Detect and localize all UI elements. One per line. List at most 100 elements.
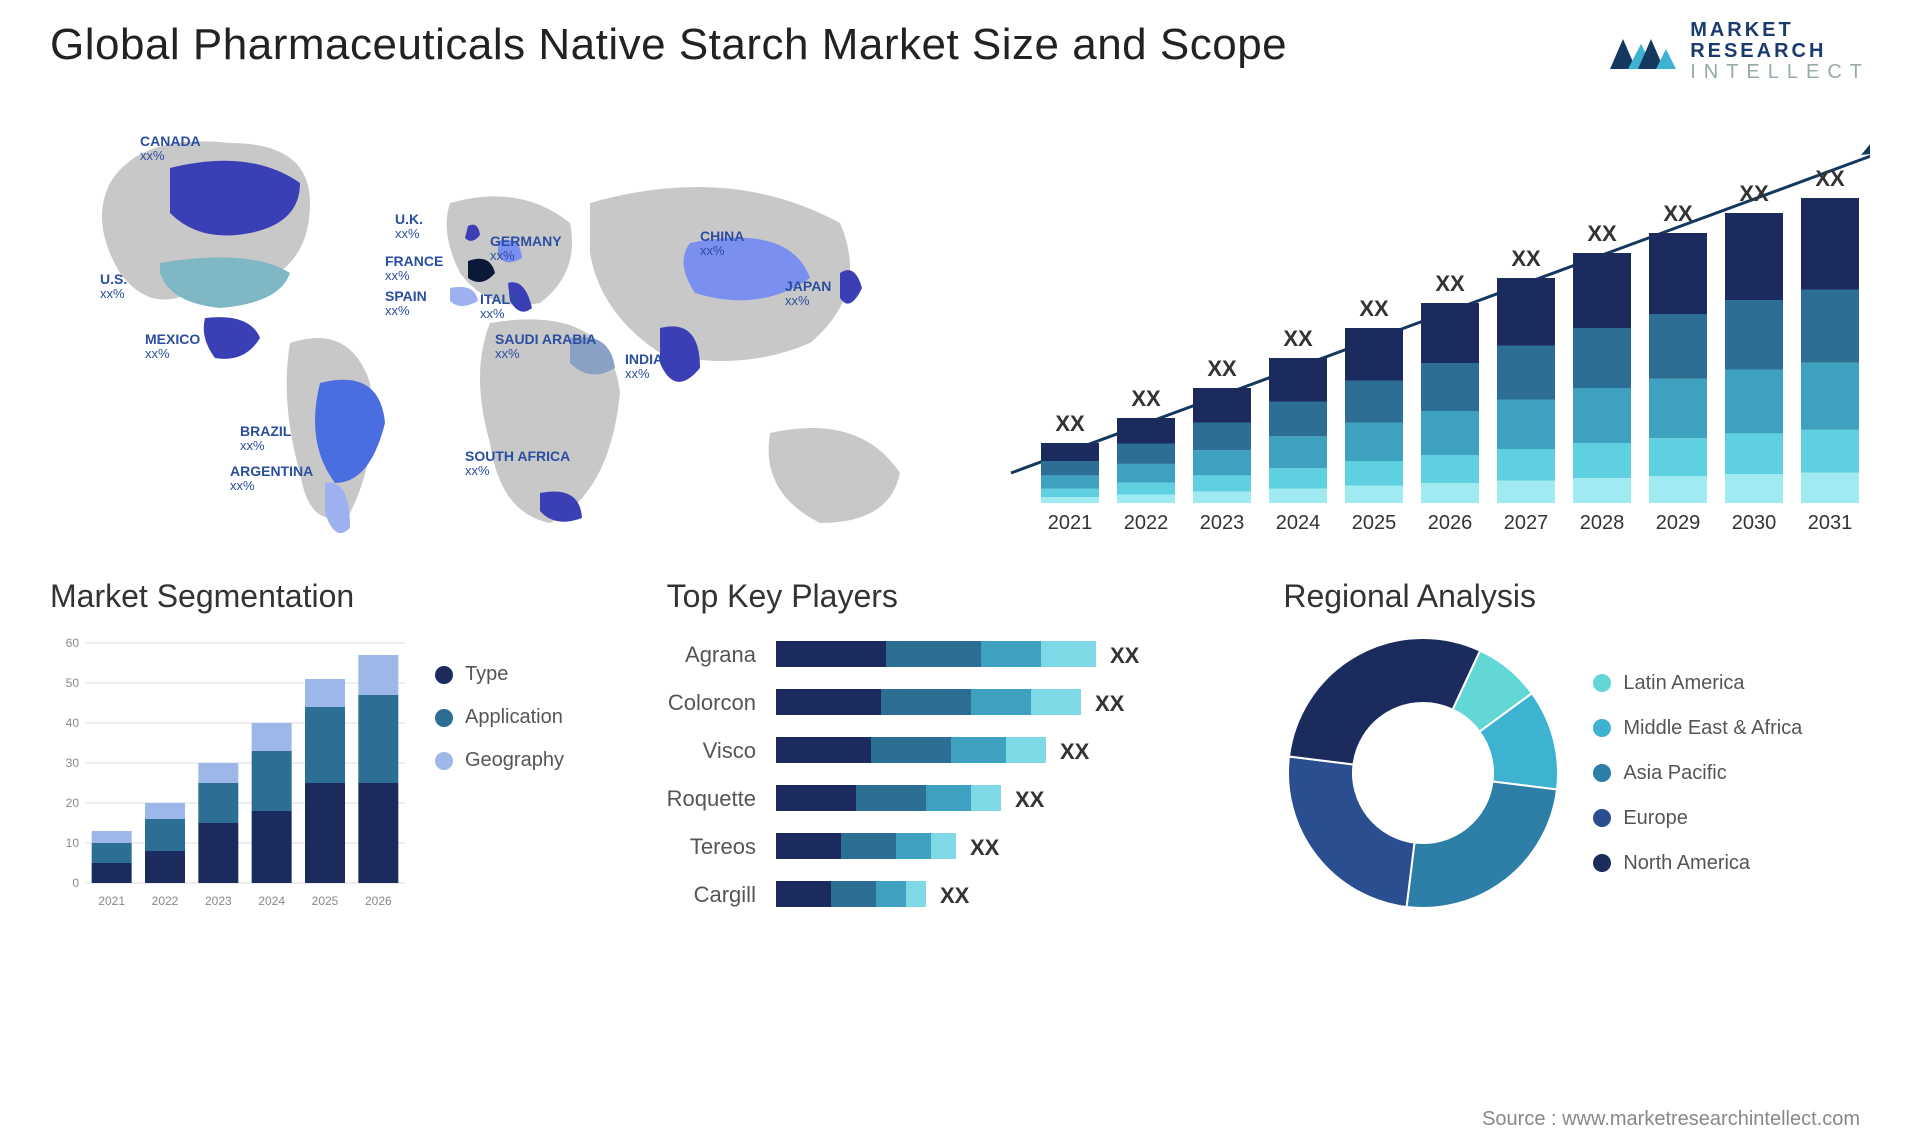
seg-bar-segment: [198, 763, 238, 783]
bar-segment: [1497, 481, 1555, 504]
bar-segment: [1497, 449, 1555, 481]
map-label: U.K.xx%: [395, 211, 423, 242]
map-label: ARGENTINAxx%: [230, 463, 313, 494]
logo-text-2: RESEARCH: [1690, 41, 1870, 62]
bar-segment: [1801, 363, 1859, 430]
legend-dot-icon: [435, 752, 453, 770]
bar-segment: [1725, 300, 1783, 370]
seg-bar-segment: [198, 823, 238, 883]
brand-logo: MARKET RESEARCH INTELLECT: [1608, 20, 1870, 83]
bar-year-label: 2025: [1352, 512, 1397, 534]
seg-bar-segment: [92, 831, 132, 843]
bar-segment: [1725, 370, 1783, 434]
player-name: Agrana: [667, 641, 756, 669]
source-text: Source : www.marketresearchintellect.com: [1482, 1108, 1860, 1131]
seg-bar-segment: [92, 843, 132, 863]
legend-label: Type: [465, 663, 508, 686]
market-size-chart: XX2021XX2022XX2023XX2024XX2025XX2026XX20…: [990, 113, 1870, 543]
bar-value-label: XX: [1739, 181, 1769, 206]
legend-item: Geography: [435, 749, 564, 772]
bar-value-label: XX: [1435, 271, 1465, 296]
seg-x-label: 2023: [205, 894, 232, 908]
bar-segment: [1801, 473, 1859, 504]
player-bar-segment: [1041, 641, 1096, 667]
bar-segment: [1117, 418, 1175, 444]
legend-label: Geography: [465, 749, 564, 772]
page-title: Global Pharmaceuticals Native Starch Mar…: [50, 20, 1287, 70]
seg-bar-segment: [198, 783, 238, 823]
player-bar-segment: [876, 881, 906, 907]
player-bar-segment: [896, 833, 931, 859]
bar-segment: [1649, 476, 1707, 503]
map-country: [840, 270, 862, 303]
bar-segment: [1117, 444, 1175, 464]
map-label: BRAZILxx%: [240, 423, 291, 454]
bar-segment: [1649, 379, 1707, 438]
bar-year-label: 2030: [1732, 512, 1777, 534]
map-label: U.S.xx%: [100, 271, 127, 302]
regional-panel: Regional Analysis Latin AmericaMiddle Ea…: [1283, 578, 1870, 923]
bar-segment: [1345, 381, 1403, 423]
bar-segment: [1421, 363, 1479, 411]
player-value-label: XX: [970, 835, 1000, 860]
bar-segment: [1497, 346, 1555, 400]
player-value-label: XX: [940, 883, 970, 908]
bar-year-label: 2027: [1504, 512, 1549, 534]
donut-slice: [1288, 757, 1414, 907]
player-bar-segment: [971, 689, 1031, 715]
map-country: [450, 287, 478, 306]
seg-x-label: 2021: [98, 894, 125, 908]
legend-item: North America: [1593, 852, 1802, 875]
player-bar-segment: [776, 785, 856, 811]
segmentation-panel: Market Segmentation 01020304050602021202…: [50, 578, 637, 923]
bar-value-label: XX: [1587, 221, 1617, 246]
bar-segment: [1269, 468, 1327, 488]
legend-item: Type: [435, 663, 564, 686]
legend-label: Middle East & Africa: [1623, 717, 1802, 740]
players-title: Top Key Players: [667, 578, 1254, 615]
map-label: SPAINxx%: [385, 288, 427, 319]
legend-label: Application: [465, 706, 563, 729]
y-tick: 40: [66, 716, 80, 730]
bar-year-label: 2026: [1428, 512, 1473, 534]
y-tick: 20: [66, 796, 80, 810]
bar-segment: [1345, 486, 1403, 504]
player-name: Roquette: [667, 785, 756, 813]
players-panel: Top Key Players AgranaColorconViscoRoque…: [667, 578, 1254, 923]
seg-bar-segment: [252, 723, 292, 751]
bar-segment: [1573, 328, 1631, 388]
bar-segment: [1193, 492, 1251, 504]
bar-segment: [1345, 328, 1403, 381]
legend-item: Middle East & Africa: [1593, 717, 1802, 740]
legend-label: North America: [1623, 852, 1750, 875]
bar-segment: [1573, 443, 1631, 478]
bar-segment: [1421, 303, 1479, 363]
legend-item: Application: [435, 706, 564, 729]
player-bar-segment: [1031, 689, 1081, 715]
seg-bar-segment: [358, 695, 398, 783]
map-label: GERMANYxx%: [490, 233, 562, 264]
bar-segment: [1801, 430, 1859, 473]
seg-bar-segment: [305, 707, 345, 783]
bar-segment: [1649, 233, 1707, 314]
player-bar-segment: [776, 689, 881, 715]
bar-segment: [1117, 483, 1175, 495]
bar-segment: [1573, 478, 1631, 503]
player-bar-segment: [926, 785, 971, 811]
seg-bar-segment: [92, 863, 132, 883]
bar-segment: [1193, 388, 1251, 423]
bar-segment: [1117, 464, 1175, 483]
player-bar-segment: [971, 785, 1001, 811]
regional-donut-chart: [1283, 633, 1563, 913]
bar-segment: [1421, 483, 1479, 503]
map-label: INDIAxx%: [625, 351, 663, 382]
bar-value-label: XX: [1131, 386, 1161, 411]
regional-title: Regional Analysis: [1283, 578, 1870, 615]
legend-dot-icon: [435, 709, 453, 727]
seg-bar-segment: [252, 811, 292, 883]
legend-label: Asia Pacific: [1623, 762, 1726, 785]
y-tick: 30: [66, 756, 80, 770]
bar-value-label: XX: [1055, 411, 1085, 436]
player-bar-segment: [1006, 737, 1046, 763]
map-country: [160, 257, 290, 308]
